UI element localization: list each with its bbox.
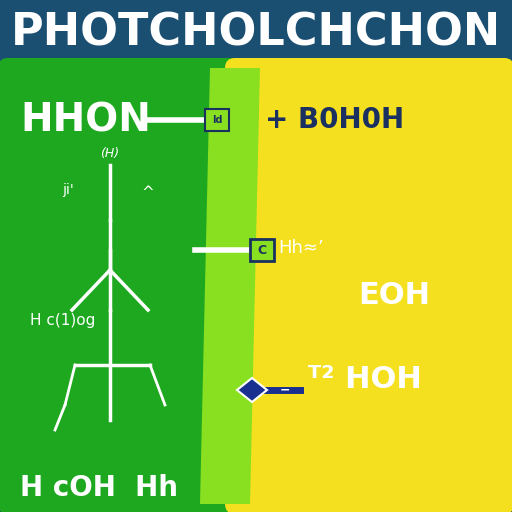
Bar <box>205 109 229 131</box>
Bar <box>0 0 512 62</box>
Bar <box>250 239 274 261</box>
Text: H cOH  Hh: H cOH Hh <box>20 474 178 502</box>
Text: Hh≈ʼ: Hh≈ʼ <box>278 239 324 257</box>
Text: −: − <box>280 383 290 396</box>
Text: C: C <box>258 244 267 257</box>
Text: ᵀ² HOH: ᵀ² HOH <box>308 366 422 395</box>
Polygon shape <box>200 68 260 504</box>
FancyBboxPatch shape <box>0 58 512 512</box>
Text: EOH: EOH <box>358 281 430 309</box>
Text: H c(1)og: H c(1)og <box>30 312 95 328</box>
Text: HHON: HHON <box>20 101 151 139</box>
Text: ld: ld <box>212 115 222 125</box>
Text: PHOTCHOLCHCHON: PHOTCHOLCHCHON <box>11 11 501 54</box>
Text: ^: ^ <box>142 184 155 200</box>
Polygon shape <box>237 378 267 402</box>
Text: (H): (H) <box>100 146 120 160</box>
FancyBboxPatch shape <box>225 58 512 512</box>
Text: + B0H0H: + B0H0H <box>265 106 404 134</box>
Text: ji': ji' <box>62 183 74 197</box>
